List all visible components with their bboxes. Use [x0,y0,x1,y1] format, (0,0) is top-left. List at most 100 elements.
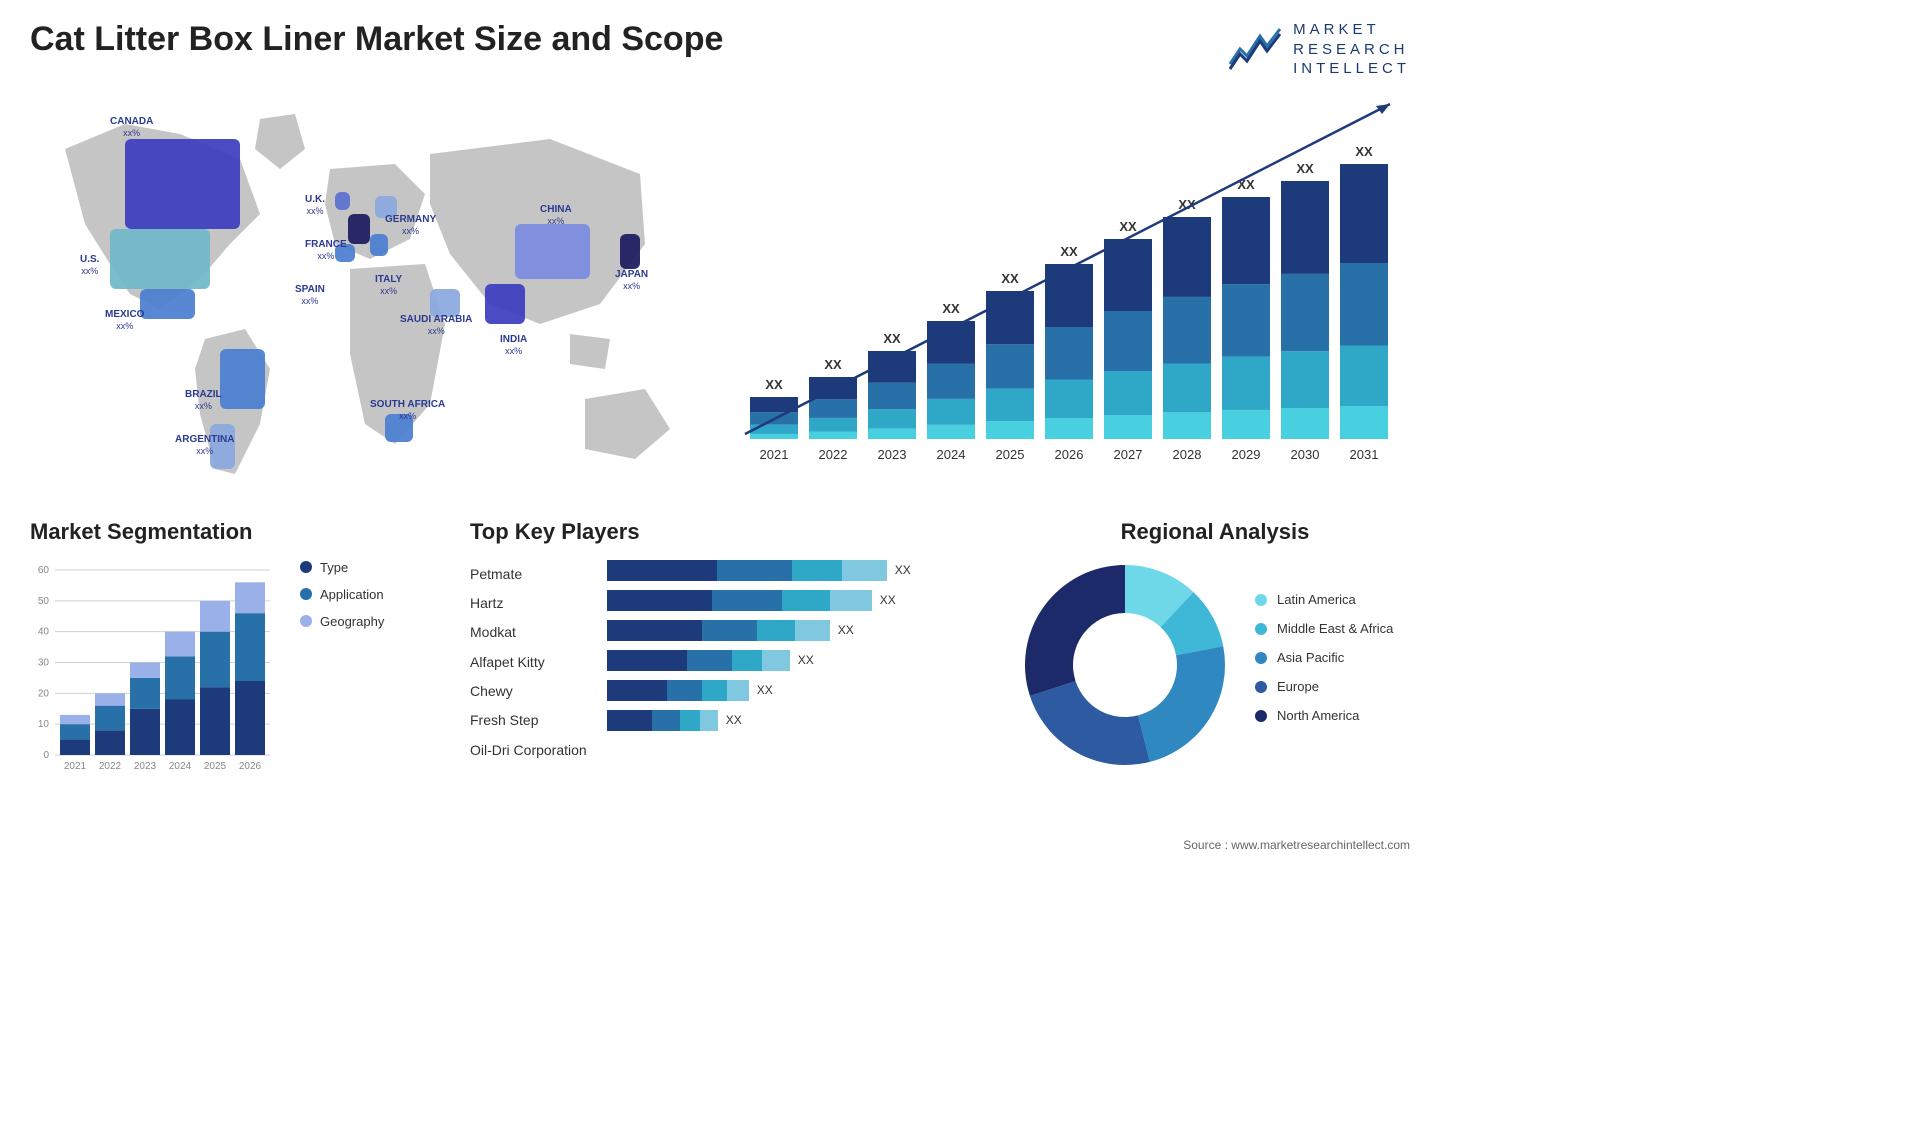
player-bar-segment [652,710,680,731]
svg-text:2030: 2030 [1291,447,1320,462]
player-bar-segment [607,560,717,581]
svg-text:2028: 2028 [1173,447,1202,462]
player-bar-segment [842,560,887,581]
player-bar-segment [732,650,762,671]
svg-text:2023: 2023 [134,761,157,772]
map-country-label: GERMANYxx% [385,214,436,237]
legend-label: Europe [1277,679,1319,694]
legend-label: Geography [320,614,384,629]
player-bar-value: XX [726,713,742,727]
regional-legend-item: North America [1255,708,1393,723]
player-name: Modkat [470,618,587,647]
map-country-label: SOUTH AFRICAxx% [370,399,445,422]
regional-legend: Latin America Middle East & Africa Asia Pa… [1255,592,1393,737]
map-country-label: ITALYxx% [375,274,402,297]
legend-dot-icon [300,561,312,573]
map-country-label: BRAZILxx% [185,389,222,412]
regional-legend-item: Latin America [1255,592,1393,607]
legend-dot-icon [300,615,312,627]
player-bar-row: XX [607,560,1000,581]
player-bar-row: XX [607,710,1000,731]
svg-text:50: 50 [38,595,50,606]
regional-donut-chart [1020,560,1230,770]
legend-dot-icon [300,588,312,600]
svg-text:2024: 2024 [169,761,192,772]
player-bar-row: XX [607,590,1000,611]
player-name: Alfapet Kitty [470,648,587,677]
players-bar-chart: XXXXXXXXXXXX [607,560,1000,766]
map-country-label: JAPANxx% [615,269,648,292]
player-bar-segment [607,620,702,641]
logo: MARKET RESEARCH INTELLECT [1225,20,1410,79]
svg-text:2025: 2025 [204,761,227,772]
map-country-label: CANADAxx% [110,116,153,139]
logo-line3: INTELLECT [1293,59,1410,79]
player-bar [607,710,718,731]
svg-text:0: 0 [43,750,49,761]
player-name: Hartz [470,589,587,618]
player-bar-segment [830,590,872,611]
regional-legend-item: Asia Pacific [1255,650,1393,665]
player-name: Chewy [470,677,587,706]
svg-text:XX: XX [1237,177,1255,192]
legend-label: Application [320,587,384,602]
player-bar-segment [607,680,667,701]
regional-title: Regional Analysis [1020,519,1410,545]
player-name: Oil-Dri Corporation [470,736,587,765]
segmentation-legend-item: Application [300,587,384,602]
player-bar-segment [700,710,718,731]
player-bar-segment [607,650,687,671]
svg-text:XX: XX [942,301,960,316]
svg-text:2021: 2021 [64,761,87,772]
svg-text:30: 30 [38,657,50,668]
segmentation-legend-item: Geography [300,614,384,629]
player-bar-segment [702,620,757,641]
player-bar-segment [795,620,830,641]
regional-legend-item: Middle East & Africa [1255,621,1393,636]
svg-text:XX: XX [1060,244,1078,259]
segmentation-legend: TypeApplicationGeography [300,560,384,780]
legend-dot-icon [1255,594,1267,606]
player-bar-segment [680,710,700,731]
player-bar-row: XX [607,620,1000,641]
svg-text:XX: XX [1001,271,1019,286]
player-bar-segment [687,650,732,671]
map-country-label: INDIAxx% [500,334,527,357]
logo-icon [1225,24,1285,74]
player-name: Petmate [470,560,587,589]
map-country-label: CHINAxx% [540,204,572,227]
svg-text:2031: 2031 [1350,447,1379,462]
player-bar-segment [607,710,652,731]
segmentation-title: Market Segmentation [30,519,450,545]
players-list: PetmateHartzModkatAlfapet KittyChewyFres… [470,560,587,766]
svg-text:2026: 2026 [239,761,262,772]
legend-dot-icon [1255,652,1267,664]
svg-text:2025: 2025 [996,447,1025,462]
legend-dot-icon [1255,623,1267,635]
player-bar-value: XX [838,623,854,637]
growth-bar-chart: XX2021XX2022XX2023XX2024XX2025XX2026XX20… [740,94,1420,474]
svg-text:10: 10 [38,719,50,730]
player-bar-segment [667,680,702,701]
world-map: CANADAxx%U.S.xx%MEXICOxx%BRAZILxx%ARGENT… [30,94,710,494]
svg-text:2022: 2022 [819,447,848,462]
player-bar [607,650,790,671]
svg-text:2029: 2029 [1232,447,1261,462]
svg-text:2023: 2023 [878,447,907,462]
svg-text:XX: XX [1355,144,1373,159]
legend-label: North America [1277,708,1359,723]
logo-line1: MARKET [1293,20,1410,40]
svg-text:40: 40 [38,626,50,637]
legend-dot-icon [1255,710,1267,722]
map-country-label: U.S.xx% [80,254,99,277]
map-country-label: U.K.xx% [305,194,325,217]
player-bar [607,680,749,701]
page-title: Cat Litter Box Liner Market Size and Sco… [30,20,723,59]
player-bar [607,620,830,641]
player-bar-row: XX [607,650,1000,671]
legend-dot-icon [1255,681,1267,693]
players-title: Top Key Players [470,519,1000,545]
player-bar-value: XX [880,593,896,607]
source-text: Source : www.marketresearchintellect.com [1183,838,1410,852]
svg-text:XX: XX [824,357,842,372]
